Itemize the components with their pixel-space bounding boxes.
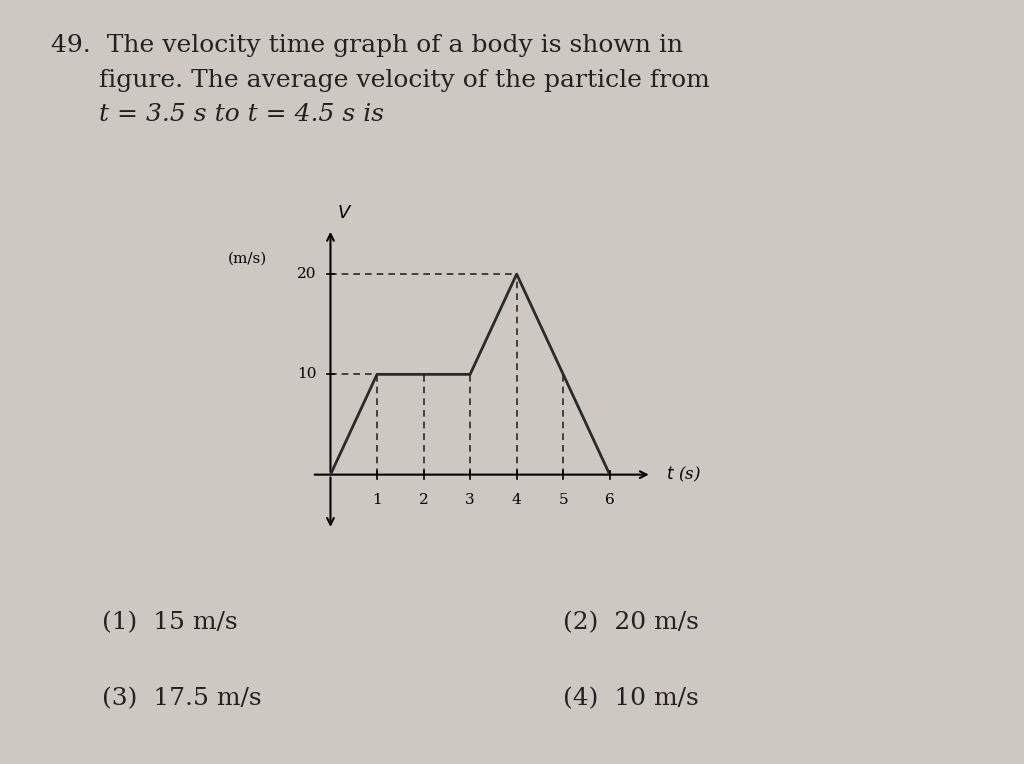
- Text: $t$ (s): $t$ (s): [660, 465, 700, 484]
- Text: (1)  15 m/s: (1) 15 m/s: [102, 611, 238, 634]
- Text: (m/s): (m/s): [228, 252, 267, 266]
- Text: 6: 6: [605, 493, 614, 507]
- Text: (4)  10 m/s: (4) 10 m/s: [563, 688, 699, 711]
- Text: 2: 2: [419, 493, 428, 507]
- Text: 20: 20: [297, 267, 316, 281]
- Text: 3: 3: [465, 493, 475, 507]
- Text: $V$: $V$: [338, 204, 353, 222]
- Text: 5: 5: [558, 493, 568, 507]
- Text: t = 3.5 s to t = 4.5 s is: t = 3.5 s to t = 4.5 s is: [51, 103, 384, 126]
- Text: figure. The average velocity of the particle from: figure. The average velocity of the part…: [51, 69, 710, 92]
- Text: (3)  17.5 m/s: (3) 17.5 m/s: [102, 688, 262, 711]
- Text: 1: 1: [372, 493, 382, 507]
- Text: 10: 10: [297, 367, 316, 381]
- Text: 4: 4: [512, 493, 521, 507]
- Text: 49.  The velocity time graph of a body is shown in: 49. The velocity time graph of a body is…: [51, 34, 683, 57]
- Text: (2)  20 m/s: (2) 20 m/s: [563, 611, 699, 634]
